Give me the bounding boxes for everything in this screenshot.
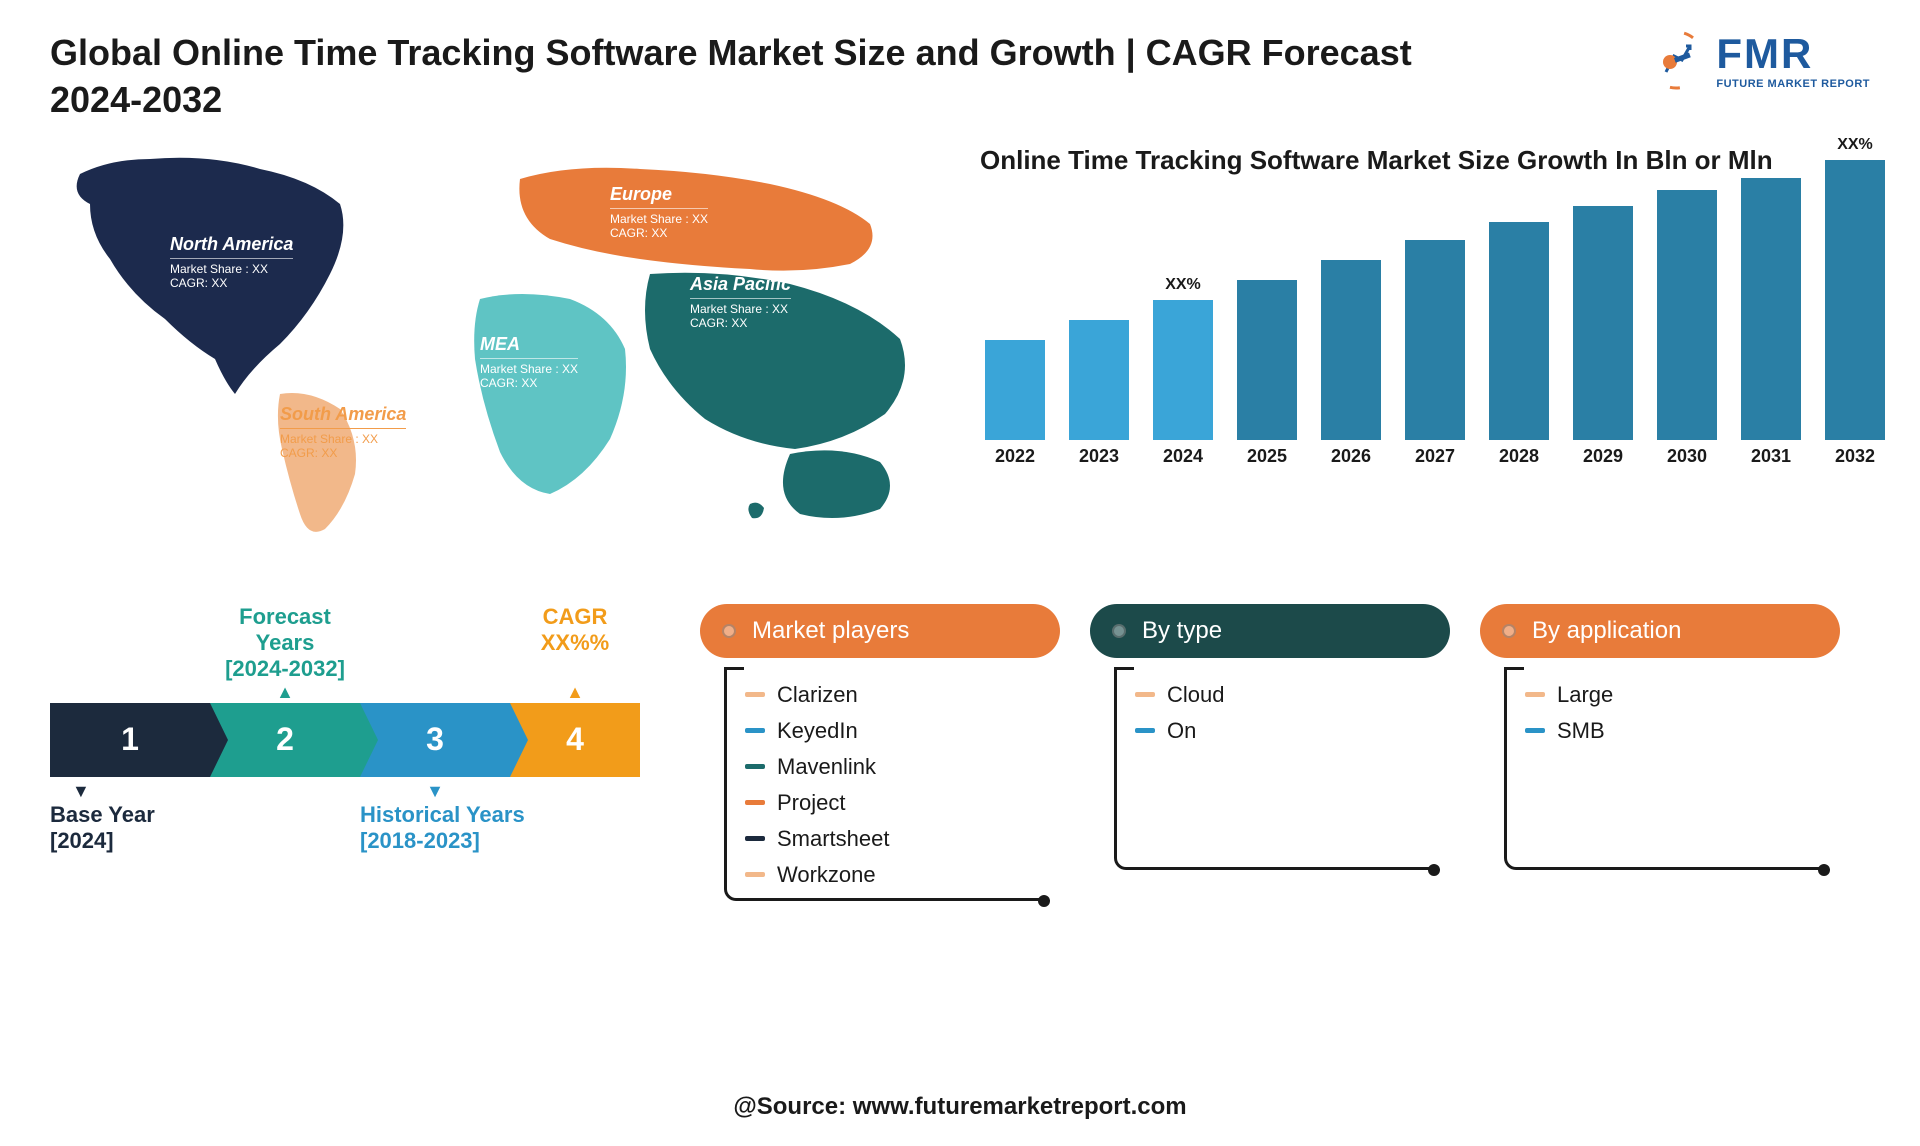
- timeline-seg-2: 2: [210, 703, 360, 777]
- region-asia-pacific: Asia PacificMarket Share : XXCAGR: XX: [690, 274, 791, 330]
- market-players-list: Clarizen KeyedIn Mavenlink Project Smartshee…: [724, 670, 1044, 901]
- header: Global Online Time Tracking Software Mar…: [50, 30, 1870, 124]
- triangle-up-icon: ▲: [210, 682, 360, 703]
- bar-2028: 2028: [1484, 222, 1554, 467]
- list-item: Mavenlink: [745, 754, 1044, 780]
- logo-text: FMR FUTURE MARKET REPORT: [1716, 30, 1870, 90]
- bar-2022: 2022: [980, 340, 1050, 467]
- bar-2032: XX%2032: [1820, 160, 1890, 467]
- cagr-label: CAGR XX%%: [510, 604, 640, 682]
- bar-2029: 2029: [1568, 206, 1638, 467]
- telescope-icon: [1646, 30, 1706, 90]
- pill-label: By type: [1142, 617, 1222, 645]
- bottom-row: Forecast Years [2024-2032] CAGR XX%% ▲ ▲…: [50, 604, 1870, 901]
- logo-sub: FUTURE MARKET REPORT: [1716, 78, 1870, 90]
- pill-label: Market players: [752, 617, 909, 645]
- bar-2026: 2026: [1316, 260, 1386, 467]
- logo: FMR FUTURE MARKET REPORT: [1646, 30, 1870, 90]
- by-application-list: Large SMB: [1504, 670, 1824, 870]
- marker-icon: [745, 836, 765, 841]
- list-item: Smartsheet: [745, 826, 1044, 852]
- bar-2023: 2023: [1064, 320, 1134, 467]
- top-row: North AmericaMarket Share : XXCAGR: XX So…: [50, 144, 1870, 544]
- timeline-seg-3: 3: [360, 703, 510, 777]
- page-title: Global Online Time Tracking Software Mar…: [50, 30, 1450, 124]
- source-attribution: @Source: www.futuremarketreport.com: [733, 1093, 1186, 1121]
- region-south-america: South AmericaMarket Share : XXCAGR: XX: [280, 404, 406, 460]
- bar-chart: Online Time Tracking Software Market Siz…: [980, 144, 1890, 544]
- by-type-pill: By type: [1090, 604, 1450, 658]
- marker-icon: [745, 692, 765, 697]
- marker-icon: [745, 764, 765, 769]
- marker-icon: [1135, 728, 1155, 733]
- marker-icon: [745, 800, 765, 805]
- bar-2024: XX%2024: [1148, 300, 1218, 467]
- logo-main: FMR: [1716, 30, 1870, 78]
- dot-icon: [722, 624, 736, 638]
- region-europe: EuropeMarket Share : XXCAGR: XX: [610, 184, 708, 240]
- list-item: SMB: [1525, 718, 1824, 744]
- marker-icon: [745, 728, 765, 733]
- forecast-label: Forecast Years [2024-2032]: [210, 604, 360, 682]
- bar-2031: 2031: [1736, 178, 1806, 467]
- dot-icon: [1112, 624, 1126, 638]
- bar-2025: 2025: [1232, 280, 1302, 467]
- by-application-pill: By application: [1480, 604, 1840, 658]
- by-type-col: By type Cloud On: [1090, 604, 1450, 901]
- dot-icon: [1502, 624, 1516, 638]
- world-map: North AmericaMarket Share : XXCAGR: XX So…: [50, 144, 950, 544]
- marker-icon: [1525, 728, 1545, 733]
- region-north-america: North AmericaMarket Share : XXCAGR: XX: [170, 234, 293, 290]
- marker-icon: [1135, 692, 1155, 697]
- timeline-bar: 1 2 3 4: [50, 703, 670, 777]
- list-item: Large: [1525, 682, 1824, 708]
- chart-title: Online Time Tracking Software Market Siz…: [980, 144, 1890, 178]
- marker-icon: [1525, 692, 1545, 697]
- market-players-pill: Market players: [700, 604, 1060, 658]
- bar-2027: 2027: [1400, 240, 1470, 467]
- list-item: Workzone: [745, 862, 1044, 888]
- list-item: Cloud: [1135, 682, 1434, 708]
- marker-icon: [745, 872, 765, 877]
- list-item: Project: [745, 790, 1044, 816]
- list-item: On: [1135, 718, 1434, 744]
- market-players-col: Market players Clarizen KeyedIn Mavenlink P…: [700, 604, 1060, 901]
- timeline: Forecast Years [2024-2032] CAGR XX%% ▲ ▲…: [50, 604, 670, 901]
- by-type-list: Cloud On: [1114, 670, 1434, 870]
- pill-label: By application: [1532, 617, 1681, 645]
- triangle-down-icon: ▼: [360, 781, 510, 802]
- timeline-seg-4: 4: [510, 703, 640, 777]
- triangle-down-icon: ▼: [50, 781, 150, 802]
- bars-container: 20222023XX%20242025202620272028202920302…: [980, 187, 1890, 467]
- timeline-seg-1: 1: [50, 703, 210, 777]
- base-year-label: Base Year [2024]: [50, 802, 250, 854]
- bar-2030: 2030: [1652, 190, 1722, 467]
- triangle-up-icon: ▲: [510, 682, 640, 703]
- region-mea: MEAMarket Share : XXCAGR: XX: [480, 334, 578, 390]
- list-item: Clarizen: [745, 682, 1044, 708]
- historical-years-label: Historical Years [2018-2023]: [360, 802, 610, 854]
- by-application-col: By application Large SMB: [1480, 604, 1840, 901]
- list-item: KeyedIn: [745, 718, 1044, 744]
